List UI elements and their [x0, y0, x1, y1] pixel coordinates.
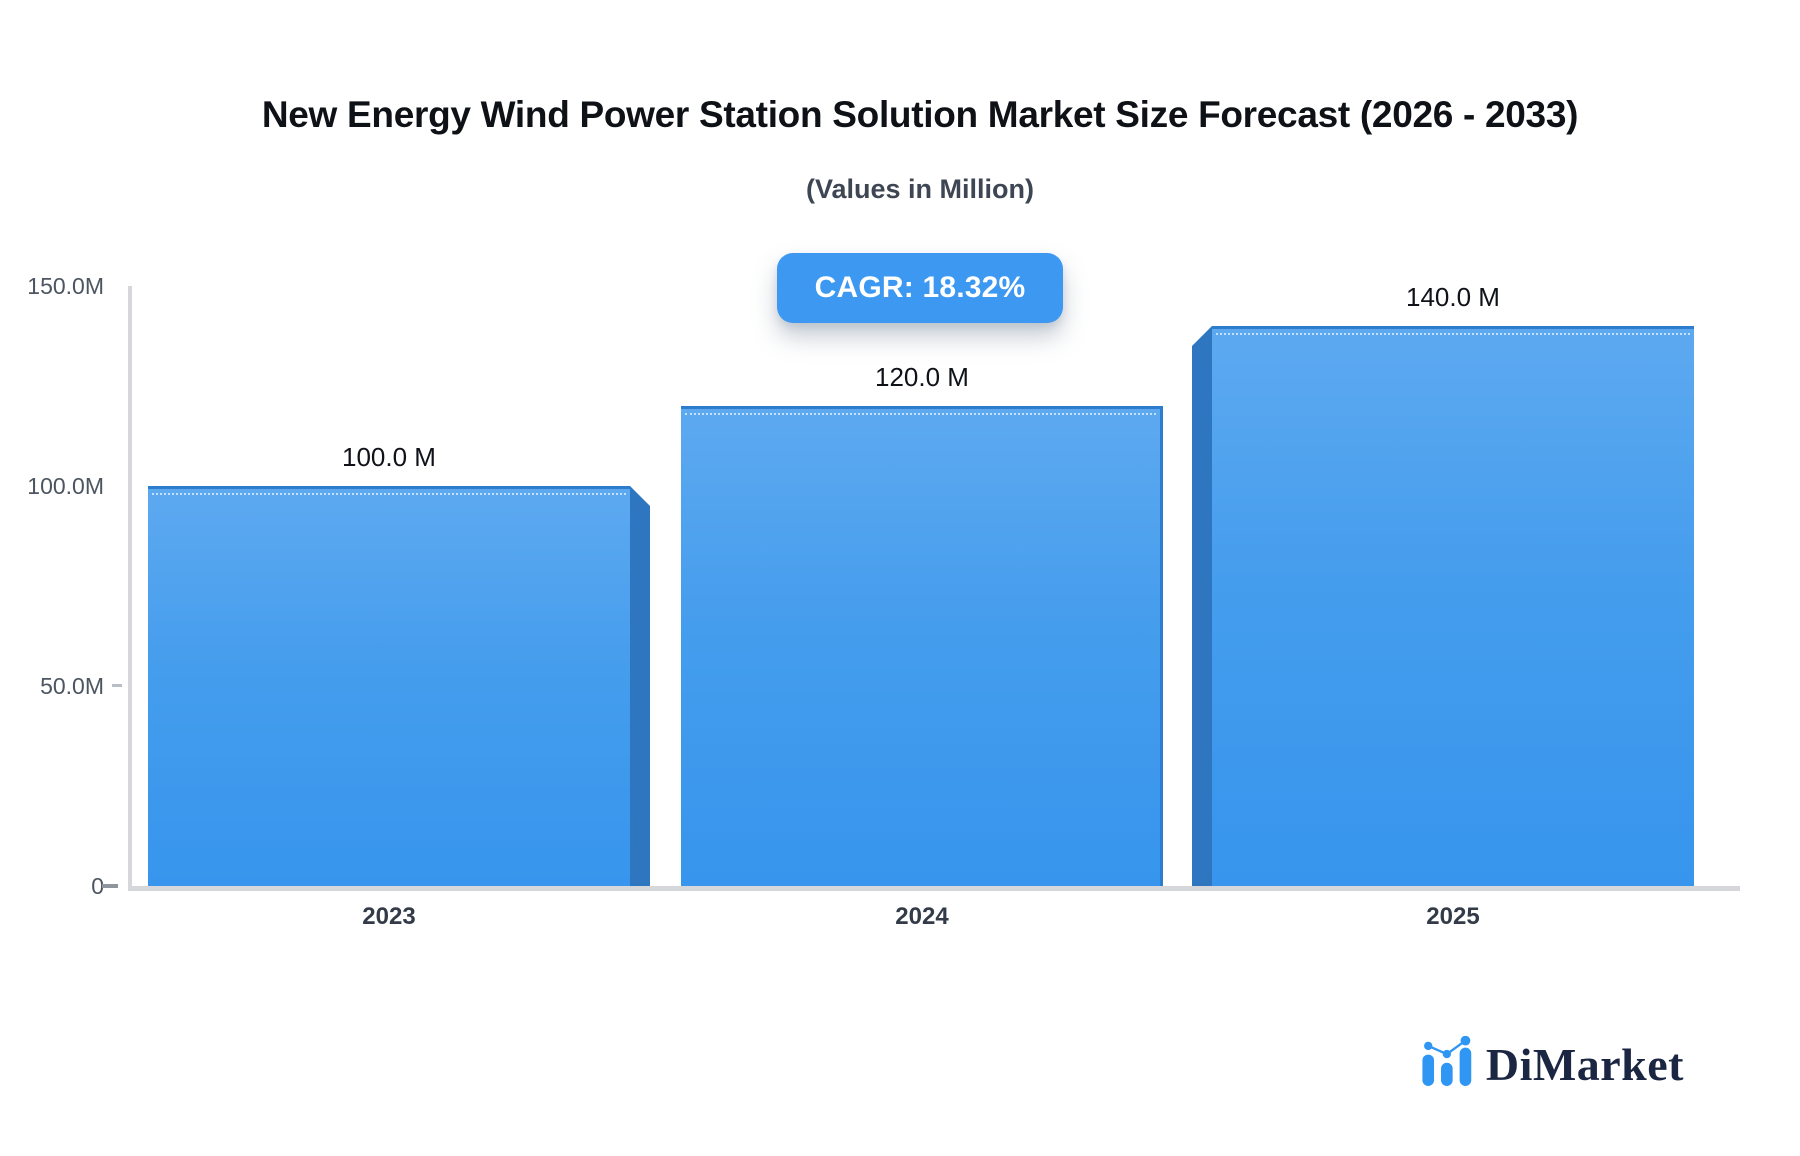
bar-3d-side	[630, 486, 650, 886]
y-axis-tick-label: 150.0M	[27, 273, 104, 299]
bar-2025	[1212, 326, 1694, 886]
brand-logo-text: DiMarket	[1485, 1038, 1684, 1090]
y-axis-line	[128, 286, 132, 891]
y-axis-tick-label: 100.0M	[27, 473, 104, 499]
y-axis-tick-label: 0	[91, 873, 104, 899]
bar-top-dotted-line	[685, 413, 1156, 415]
bar-top-dotted-line	[152, 493, 626, 495]
cagr-badge: CAGR: 18.32%	[777, 253, 1063, 323]
y-axis-tick-mark	[112, 684, 122, 687]
bar-chart-icon	[1422, 1036, 1472, 1086]
cagr-badge-label: CAGR: 18.32%	[814, 271, 1026, 304]
bar-2024	[681, 406, 1163, 886]
x-axis-baseline	[128, 886, 1740, 891]
chart-subtitle: (Values in Million)	[805, 174, 1035, 204]
bar-2023	[148, 486, 630, 886]
bar-value-label: 140.0 M	[1406, 282, 1500, 312]
bar-3d-side	[1192, 326, 1212, 886]
chart-title: New Energy Wind Power Station Solution M…	[261, 94, 1579, 135]
x-axis-category-label: 2025	[1426, 903, 1480, 930]
bar-top-dotted-line	[1216, 333, 1690, 335]
x-axis-category-label: 2023	[362, 903, 416, 930]
y-axis-tick-mark	[102, 884, 118, 888]
brand-logo: DiMarket	[1422, 1036, 1684, 1090]
bar-value-label: 100.0 M	[342, 442, 436, 472]
bar-value-label: 120.0 M	[875, 362, 969, 392]
x-axis-category-label: 2024	[895, 903, 949, 930]
y-axis-tick-label: 50.0M	[40, 673, 104, 699]
